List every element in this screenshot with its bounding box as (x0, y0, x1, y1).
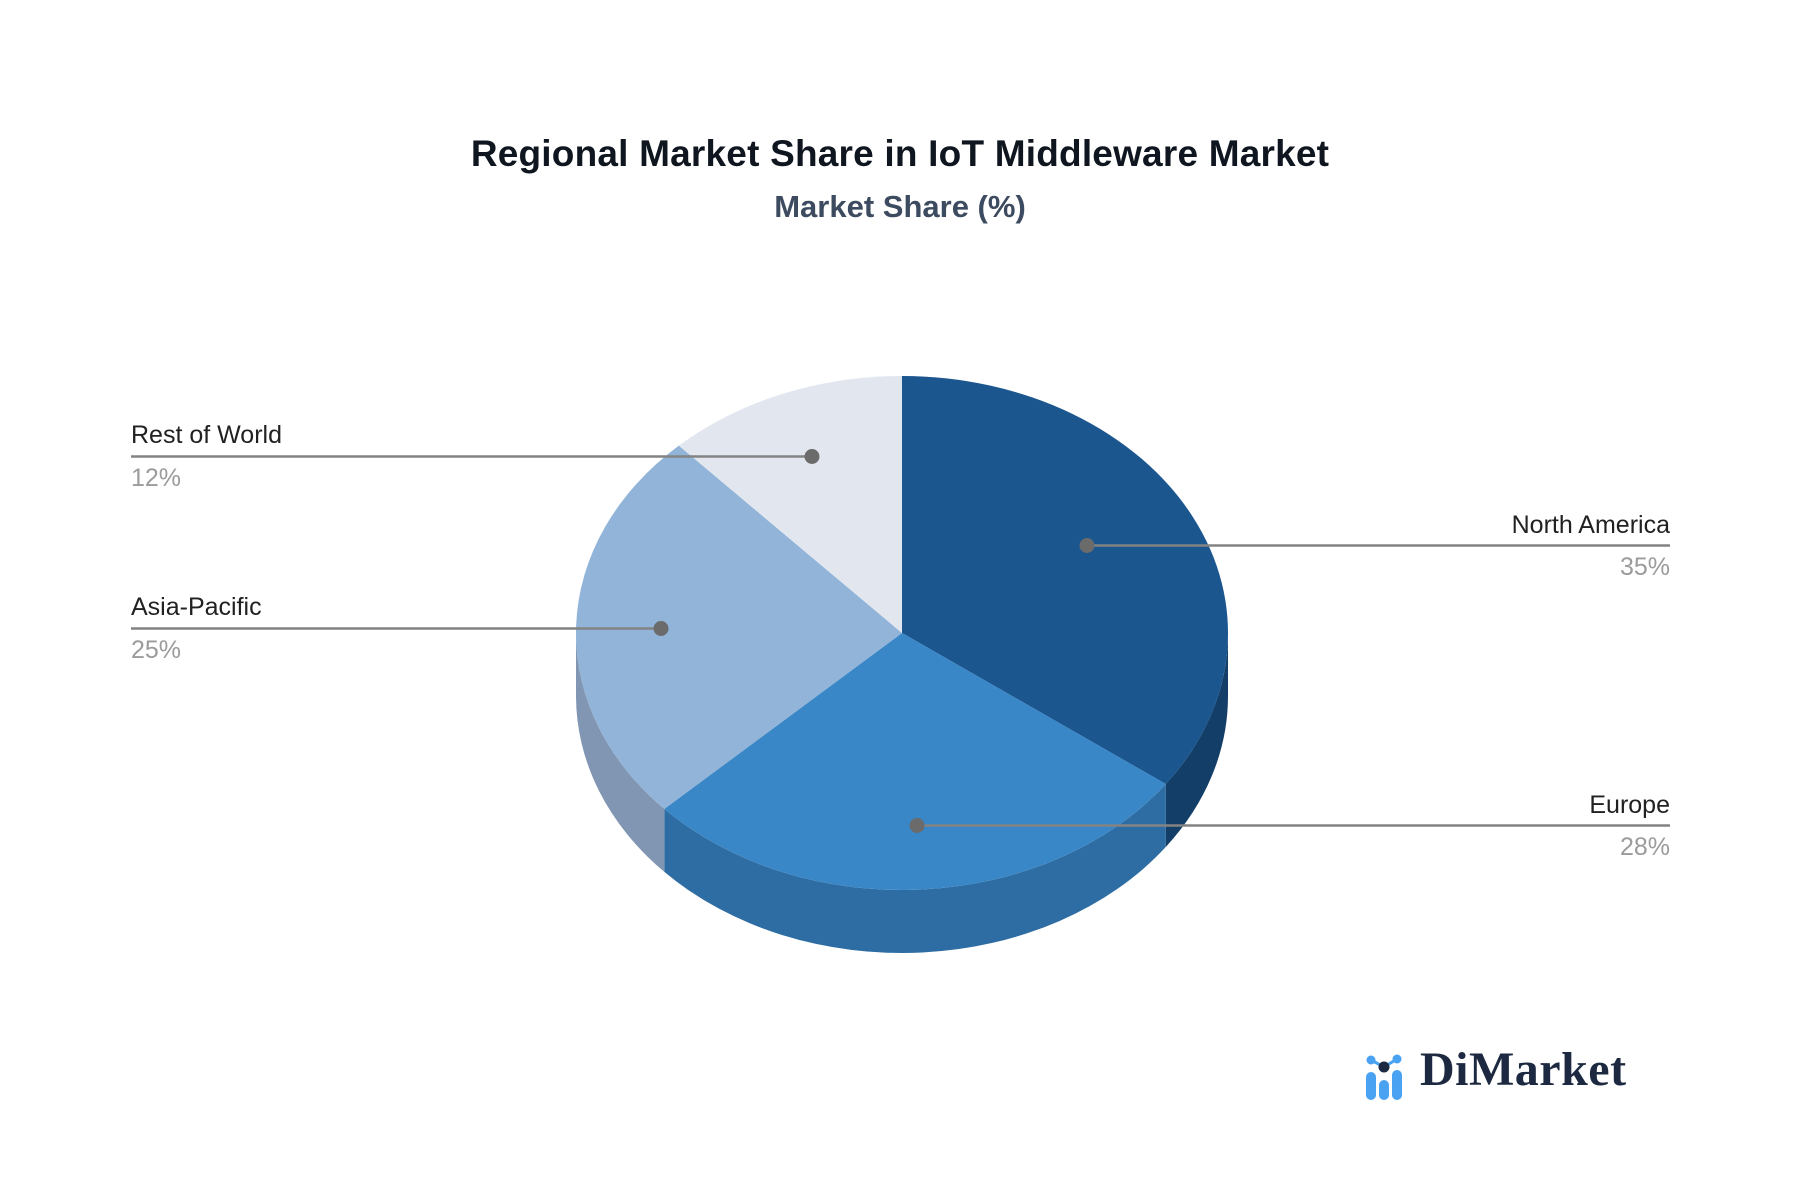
pie-slice-north-america (902, 376, 1228, 785)
chart-title: Regional Market Share in IoT Middleware … (470, 133, 1330, 174)
callout-dot-europe (909, 818, 925, 833)
callout-label-rest-of-world: Rest of World (131, 421, 282, 449)
callout-value-asia-pacific: 25% (131, 636, 182, 664)
callout-label-north-america: North America (1511, 511, 1670, 539)
callout-dot-north-america (1079, 538, 1095, 553)
callout-dot-asia-pacific (653, 621, 669, 636)
callout-label-asia-pacific: Asia-Pacific (131, 593, 262, 621)
callout-value-north-america: 35% (1619, 553, 1670, 581)
callout-dot-rest-of-world (804, 449, 820, 464)
chart-subtitle: Market Share (%) (774, 189, 1026, 224)
bar-chart-logo-icon (1366, 1054, 1402, 1100)
logo-text: DiMarket (1420, 1043, 1627, 1096)
pie-side-asia-pacific (576, 633, 665, 872)
pie-side-north-america (1165, 633, 1228, 848)
callout-value-rest-of-world: 12% (131, 464, 182, 492)
pie-side-europe (664, 784, 1166, 954)
dimarket-logo: DiMarket (1358, 1038, 1627, 1102)
callout-value-europe: 28% (1619, 833, 1670, 861)
callout-label-europe: Europe (1589, 791, 1670, 819)
pie-slice-rest-of-world (678, 376, 902, 633)
pie-slice-asia-pacific (575, 445, 902, 809)
